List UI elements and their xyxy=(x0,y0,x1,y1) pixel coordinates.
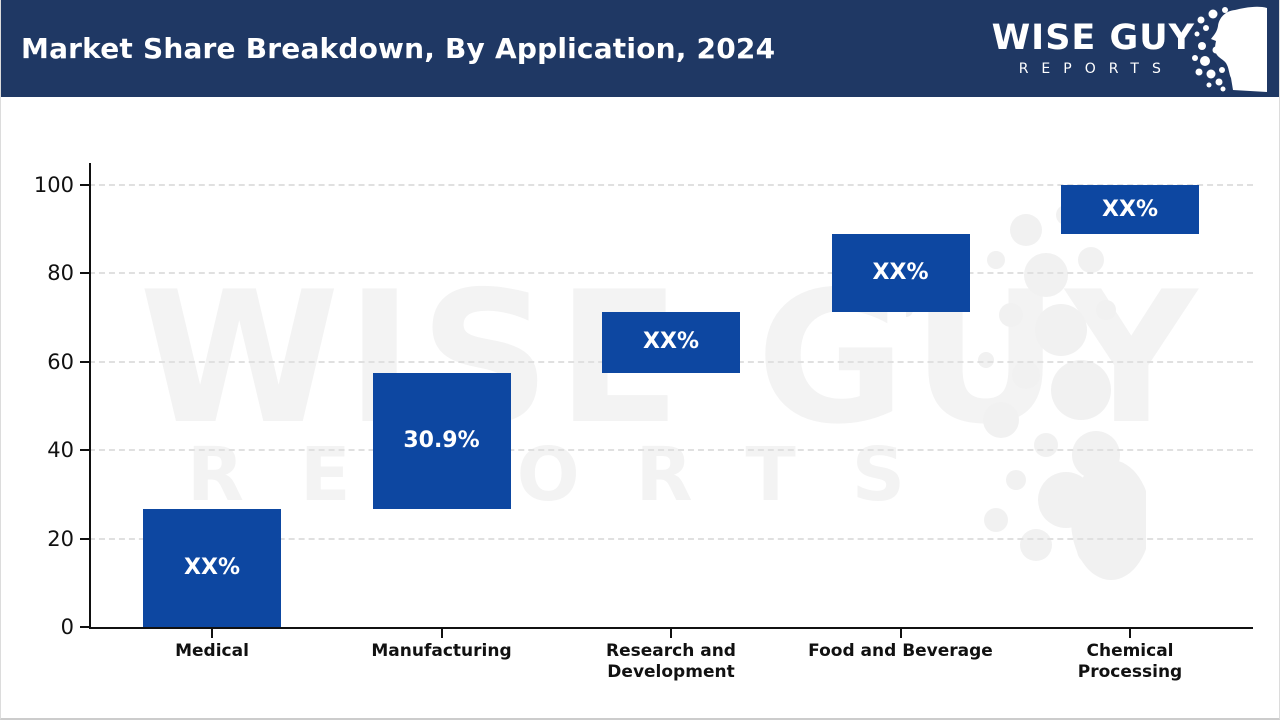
bar xyxy=(602,311,740,373)
x-tick-mark xyxy=(440,629,443,638)
y-axis-line xyxy=(89,163,91,629)
y-tick-label: 20 xyxy=(47,526,74,551)
y-gridline xyxy=(89,537,1253,540)
x-tick-mark xyxy=(211,629,213,638)
bar-value-label: 30.9% xyxy=(403,428,480,454)
x-category-label: Food and Beverage xyxy=(808,641,993,661)
x-category-label: Medical xyxy=(175,641,249,661)
x-category-label: Chemical Processing xyxy=(1077,641,1183,682)
y-tick-mark xyxy=(80,626,89,628)
y-gridline xyxy=(89,184,1253,186)
logo-text: WISE GUY REPORTS xyxy=(991,18,1195,77)
wise-guy-reports-logo: WISE GUY REPORTS xyxy=(991,6,1279,92)
logo-subtitle: REPORTS xyxy=(1018,61,1174,77)
bar xyxy=(1061,185,1199,235)
y-tick-mark xyxy=(80,184,89,186)
y-gridline xyxy=(89,272,1253,275)
bar xyxy=(831,234,970,312)
y-tick-mark xyxy=(80,537,89,540)
bar-value-label: XX% xyxy=(872,259,929,285)
x-category-label: Research and Development xyxy=(606,641,736,682)
x-category-label: Manufacturing xyxy=(371,641,512,661)
y-tick-mark xyxy=(80,449,89,452)
y-tick-mark xyxy=(80,360,89,363)
x-axis-line xyxy=(89,627,1253,629)
y-tick-label: 0 xyxy=(60,615,74,639)
bar xyxy=(372,372,511,510)
bar xyxy=(143,509,281,627)
logo-face-icon xyxy=(1192,6,1267,92)
y-tick-label: 60 xyxy=(47,349,74,374)
y-tick-label: 100 xyxy=(33,173,74,197)
header-band: Market Share Breakdown, By Application, … xyxy=(1,0,1279,97)
y-tick-label: 80 xyxy=(47,261,74,286)
x-tick-mark xyxy=(1129,629,1131,638)
x-tick-mark xyxy=(899,629,902,638)
bar-value-label: XX% xyxy=(184,555,240,581)
y-tick-label: 40 xyxy=(47,438,74,463)
logo-wordmark: WISE GUY xyxy=(991,18,1195,58)
bar-value-label: XX% xyxy=(643,329,699,355)
bar-value-label: XX% xyxy=(1102,196,1158,222)
y-gridline xyxy=(89,449,1253,452)
y-tick-mark xyxy=(80,272,89,275)
page-title: Market Share Breakdown, By Application, … xyxy=(21,32,776,65)
x-tick-mark xyxy=(670,629,672,638)
